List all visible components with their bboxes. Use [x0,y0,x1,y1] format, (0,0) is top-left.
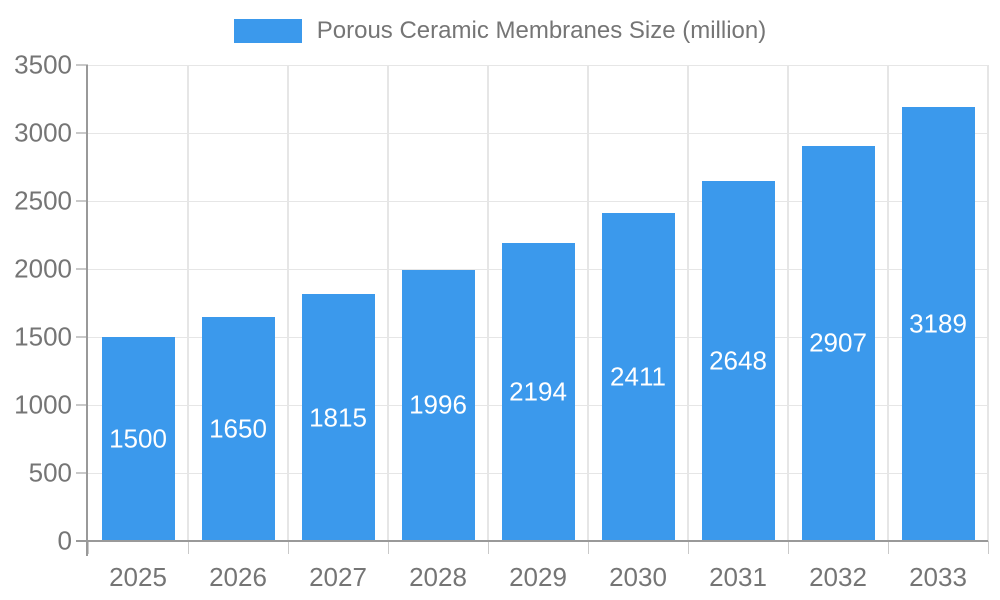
x-tick [987,541,989,554]
legend-swatch-icon [233,19,302,43]
bar-value-label: 3189 [909,308,967,339]
x-tick [187,541,189,554]
bar[interactable] [601,213,675,541]
x-tick [287,541,289,554]
x-tick [487,541,489,554]
bar-value-label: 2907 [809,327,867,358]
bar-value-label: 2194 [509,376,567,407]
x-tick [887,541,889,554]
x-axis-label: 2026 [209,562,267,592]
bar-value-label: 2648 [709,345,767,376]
y-axis-label: 2000 [14,253,72,284]
x-axis-label: 2025 [109,562,167,592]
y-axis-label: 1500 [14,321,72,352]
x-axis-label: 2032 [809,562,867,592]
bar[interactable] [901,107,975,541]
legend: Porous Ceramic Membranes Size (million) [0,17,1000,45]
x-tick [87,541,89,554]
x-gridline [687,65,689,541]
bar[interactable] [301,294,375,541]
y-tick [76,472,88,474]
bar[interactable] [701,180,775,541]
x-axis-label: 2031 [709,562,767,592]
bar-value-label: 1500 [109,423,167,454]
y-gridline [88,200,988,203]
y-axis-label: 3500 [14,49,72,80]
x-gridline [587,65,589,541]
y-gridline [88,64,988,67]
x-tick [687,541,689,554]
y-tick [76,132,88,134]
x-tick [787,541,789,554]
x-gridline [787,65,789,541]
bar-value-label: 2411 [610,361,666,392]
x-axis-label: 2028 [409,562,467,592]
bar-value-label: 1650 [209,413,267,444]
bar[interactable] [501,242,575,541]
x-tick [587,541,589,554]
x-gridline [487,65,489,541]
y-gridline [88,132,988,135]
y-axis-label: 0 [57,525,72,556]
x-gridline [287,65,289,541]
x-gridline [187,65,189,541]
y-tick [76,64,88,66]
y-axis-label: 500 [28,457,72,488]
y-tick [76,404,88,406]
bar[interactable] [801,145,875,541]
bar[interactable] [201,316,275,541]
y-axis-line [86,65,88,556]
x-axis-label: 2030 [609,562,667,592]
x-axis-label: 2033 [909,562,967,592]
bar[interactable] [101,337,175,541]
y-axis-label: 3000 [14,117,72,148]
y-tick [76,200,88,202]
x-gridline [987,65,989,541]
y-axis-label: 2500 [14,185,72,216]
bar-value-label: 1815 [309,402,367,433]
legend-label: Porous Ceramic Membranes Size (million) [316,17,767,44]
bar-value-label: 1996 [409,389,467,420]
x-tick [387,541,389,554]
legend-item[interactable]: Porous Ceramic Membranes Size (million) [233,17,767,45]
x-gridline [887,65,889,541]
y-tick [76,336,88,338]
y-axis-label: 1000 [14,389,72,420]
x-gridline [387,65,389,541]
x-axis-line [76,540,988,542]
x-axis-label: 2027 [309,562,367,592]
x-axis-label: 2029 [509,562,567,592]
y-tick [76,268,88,270]
bar[interactable] [401,269,475,541]
